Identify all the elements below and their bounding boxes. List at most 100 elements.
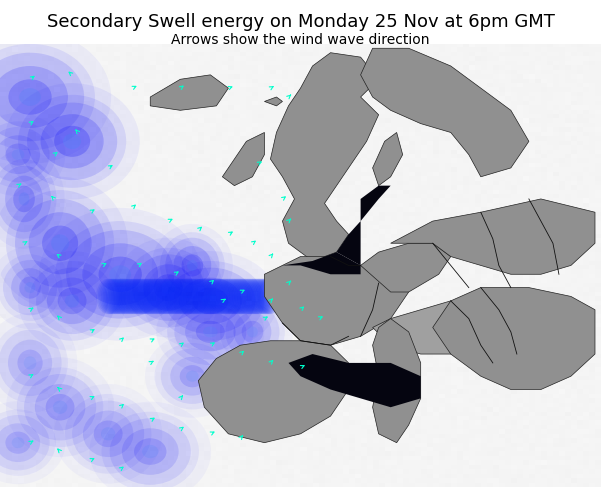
Ellipse shape (203, 279, 227, 314)
Ellipse shape (110, 418, 191, 485)
Ellipse shape (160, 232, 225, 299)
Ellipse shape (161, 281, 175, 294)
Ellipse shape (203, 326, 218, 337)
Ellipse shape (83, 411, 133, 457)
Ellipse shape (94, 420, 123, 447)
Ellipse shape (119, 279, 143, 314)
Ellipse shape (147, 279, 171, 314)
Ellipse shape (0, 166, 51, 232)
Polygon shape (391, 199, 595, 274)
Ellipse shape (173, 246, 212, 285)
Ellipse shape (82, 243, 158, 305)
Ellipse shape (247, 279, 271, 314)
Ellipse shape (106, 279, 130, 314)
Ellipse shape (108, 279, 132, 314)
Ellipse shape (4, 83, 140, 200)
Ellipse shape (162, 279, 186, 314)
Polygon shape (288, 354, 421, 407)
Ellipse shape (279, 381, 297, 398)
Ellipse shape (193, 279, 217, 314)
Ellipse shape (101, 279, 125, 314)
Ellipse shape (11, 437, 24, 448)
Ellipse shape (153, 279, 177, 314)
Ellipse shape (218, 279, 242, 314)
Ellipse shape (234, 279, 258, 314)
Ellipse shape (0, 330, 62, 396)
Ellipse shape (25, 282, 35, 293)
Ellipse shape (239, 279, 263, 314)
Ellipse shape (254, 279, 278, 314)
Ellipse shape (165, 279, 189, 314)
Polygon shape (264, 257, 409, 345)
Ellipse shape (142, 279, 166, 314)
Ellipse shape (166, 279, 191, 314)
Ellipse shape (185, 313, 236, 351)
Ellipse shape (5, 144, 31, 166)
Ellipse shape (157, 279, 181, 314)
Ellipse shape (66, 230, 174, 318)
Ellipse shape (284, 385, 293, 394)
Ellipse shape (17, 367, 103, 447)
Ellipse shape (0, 323, 68, 403)
Ellipse shape (221, 279, 245, 314)
Ellipse shape (155, 279, 179, 314)
Ellipse shape (170, 357, 215, 395)
Polygon shape (373, 132, 403, 186)
Ellipse shape (182, 279, 206, 314)
Ellipse shape (227, 279, 251, 314)
Ellipse shape (220, 299, 285, 365)
Ellipse shape (134, 438, 166, 465)
Ellipse shape (250, 279, 274, 314)
Ellipse shape (3, 260, 57, 315)
Ellipse shape (143, 264, 194, 311)
Ellipse shape (201, 279, 225, 314)
Ellipse shape (130, 279, 154, 314)
Ellipse shape (103, 279, 127, 314)
Polygon shape (373, 318, 421, 443)
Ellipse shape (98, 279, 122, 314)
Ellipse shape (101, 427, 115, 440)
Ellipse shape (243, 279, 267, 314)
Ellipse shape (0, 53, 84, 141)
Polygon shape (282, 252, 361, 274)
Ellipse shape (188, 279, 212, 314)
Ellipse shape (192, 287, 228, 314)
Ellipse shape (154, 274, 183, 301)
Ellipse shape (249, 279, 273, 314)
Ellipse shape (266, 367, 311, 412)
Ellipse shape (132, 254, 204, 321)
Ellipse shape (214, 279, 238, 314)
Ellipse shape (5, 431, 31, 454)
Ellipse shape (0, 177, 128, 310)
Ellipse shape (242, 279, 266, 314)
Ellipse shape (213, 279, 237, 314)
Ellipse shape (150, 279, 174, 314)
Ellipse shape (19, 88, 41, 106)
Polygon shape (361, 48, 529, 177)
Ellipse shape (39, 208, 201, 341)
Ellipse shape (0, 159, 56, 239)
Ellipse shape (148, 279, 172, 314)
Ellipse shape (245, 279, 269, 314)
Ellipse shape (121, 279, 145, 314)
Ellipse shape (144, 279, 168, 314)
Ellipse shape (55, 221, 185, 327)
Polygon shape (270, 53, 379, 261)
Ellipse shape (168, 279, 192, 314)
Ellipse shape (195, 279, 219, 314)
Ellipse shape (156, 261, 264, 341)
Polygon shape (198, 341, 349, 443)
Ellipse shape (47, 278, 97, 324)
Polygon shape (222, 132, 264, 186)
Ellipse shape (180, 279, 204, 314)
Ellipse shape (240, 279, 264, 314)
Ellipse shape (72, 401, 144, 467)
Polygon shape (264, 97, 282, 106)
Ellipse shape (198, 279, 222, 314)
Polygon shape (433, 287, 595, 390)
Ellipse shape (0, 254, 63, 321)
Ellipse shape (96, 279, 120, 314)
Ellipse shape (0, 66, 68, 128)
Ellipse shape (171, 279, 195, 314)
Ellipse shape (180, 365, 205, 387)
